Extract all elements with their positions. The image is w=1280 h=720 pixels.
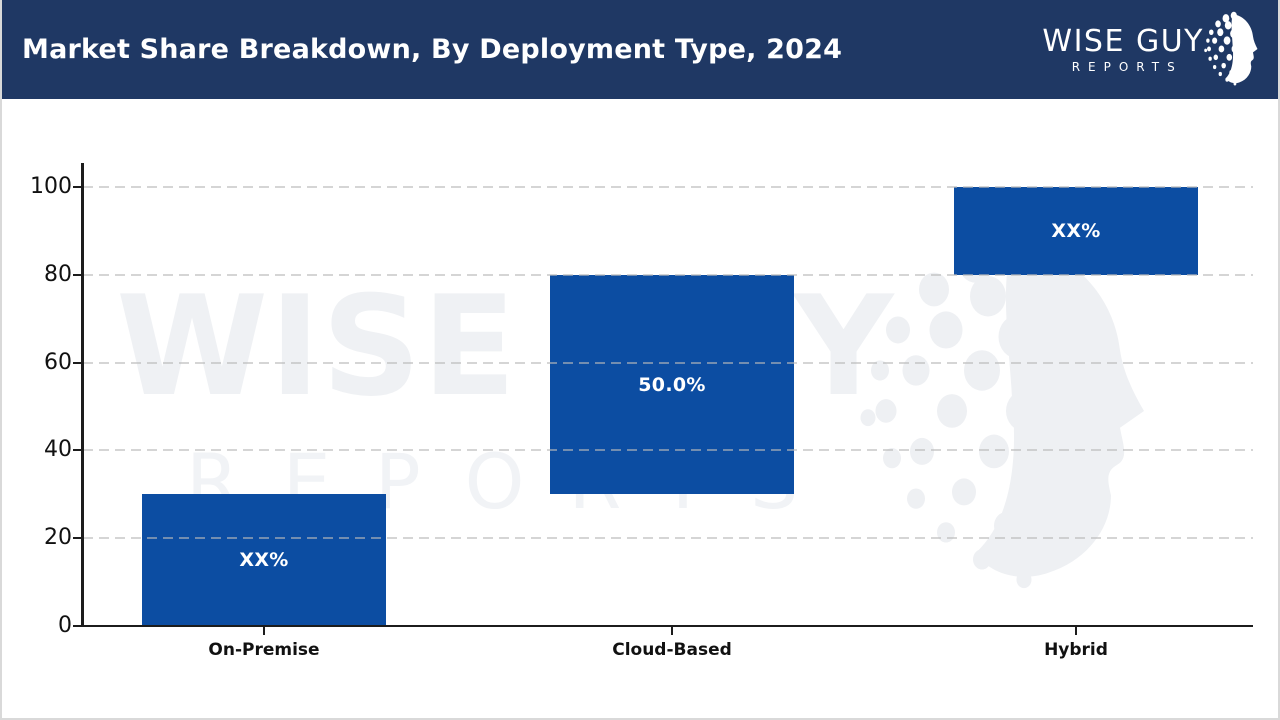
y-tick-mark (73, 361, 81, 364)
x-tick-label: On-Premise (208, 640, 320, 660)
bar-value-label: 50.0% (638, 373, 706, 396)
gridline-40 (83, 449, 1253, 452)
y-tick-label: 100 (30, 174, 72, 199)
y-tick-mark (73, 449, 81, 452)
x-tick-mark (1075, 627, 1077, 635)
x-tick-label: Hybrid (1044, 640, 1108, 660)
logo-wordmark: WISE GUY (1042, 24, 1204, 60)
x-tick-label: Cloud-Based (612, 640, 732, 660)
x-tick-mark (263, 627, 265, 635)
logo-text: WISE GUY REPORTS (1042, 26, 1204, 74)
header-bar: Market Share Breakdown, By Deployment Ty… (0, 0, 1280, 99)
y-tick-mark (73, 273, 81, 276)
wise-guy-reports-logo: WISE GUY REPORTS (1042, 6, 1262, 94)
bar-cloud-based (550, 274, 794, 495)
logo-subtext: REPORTS (1071, 59, 1183, 74)
bar-value-label: XX% (1051, 219, 1101, 242)
y-tick-label: 80 (44, 261, 72, 287)
bar-value-label: XX% (239, 549, 289, 572)
gridline-80 (83, 273, 1253, 276)
y-tick-label: 0 (58, 613, 72, 638)
y-tick-mark (73, 186, 81, 188)
y-axis-line (81, 163, 84, 627)
bar-on-premise (142, 494, 386, 626)
y-tick-label: 20 (44, 525, 72, 551)
gridline-100 (83, 186, 1253, 188)
x-axis-line (81, 624, 1253, 627)
y-tick-label: 40 (44, 437, 72, 463)
gridline-20 (83, 537, 1253, 540)
y-tick-mark (73, 537, 81, 540)
logo-face-icon (1200, 10, 1262, 90)
y-tick-mark (73, 625, 81, 627)
chart-title: Market Share Breakdown, By Deployment Ty… (22, 34, 843, 65)
x-tick-mark (671, 627, 673, 635)
y-tick-label: 60 (44, 349, 72, 375)
gridline-60 (83, 361, 1253, 364)
